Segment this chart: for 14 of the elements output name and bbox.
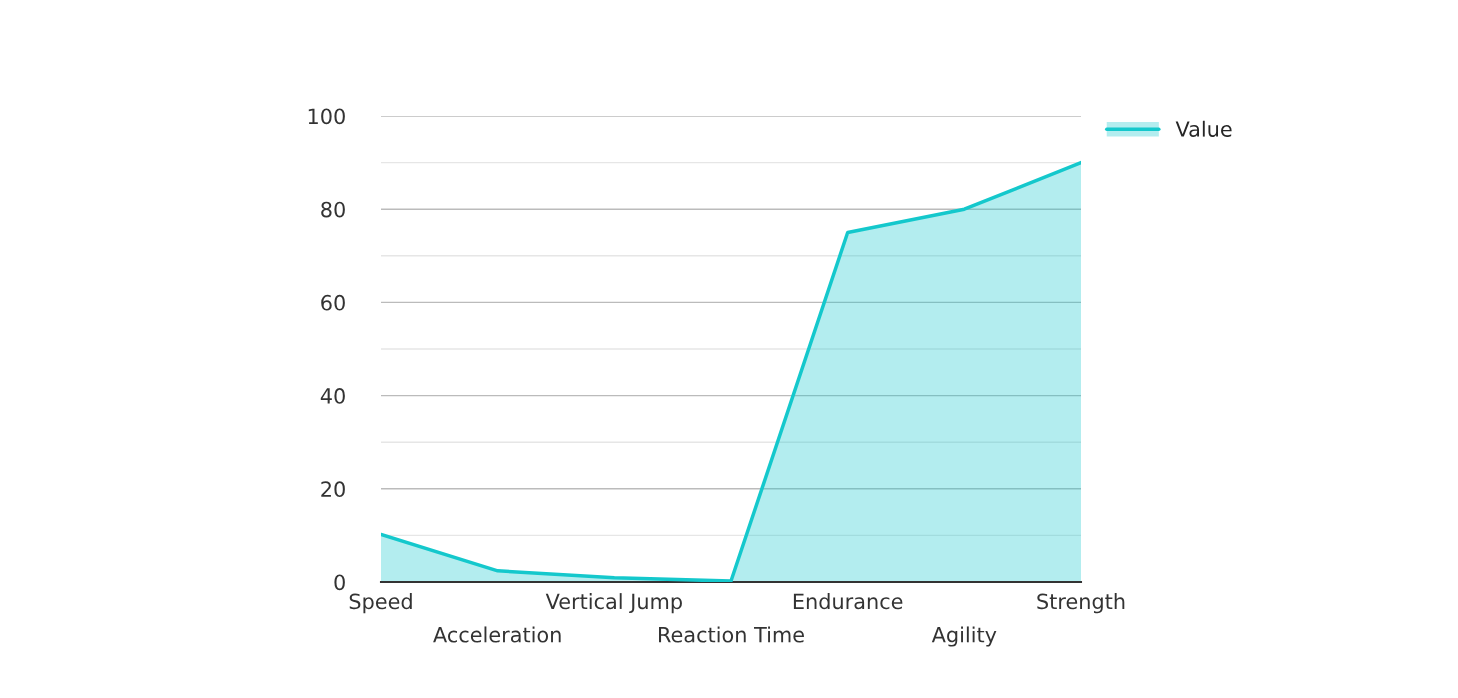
y-tick-label: 20 bbox=[321, 481, 345, 498]
y-tick-label: 100 bbox=[308, 108, 345, 125]
x-tick-label: Agility bbox=[931, 626, 997, 647]
y-tick-label: 80 bbox=[321, 201, 345, 218]
y-tick-label: 40 bbox=[320, 388, 345, 404]
x-tick-label: Endurance bbox=[793, 593, 903, 610]
x-tick-label: Reaction Time bbox=[659, 626, 804, 643]
x-tick-label: Vertical Jump bbox=[545, 593, 682, 614]
x-tick-label: Acceleration bbox=[433, 626, 561, 643]
x-tick-label: Strength bbox=[1037, 593, 1125, 614]
legend-label: Value bbox=[1175, 120, 1232, 137]
y-tick-label: 60 bbox=[321, 294, 345, 311]
x-tick-label: Speed bbox=[349, 593, 412, 614]
y-tick-label: 0 bbox=[334, 574, 345, 591]
